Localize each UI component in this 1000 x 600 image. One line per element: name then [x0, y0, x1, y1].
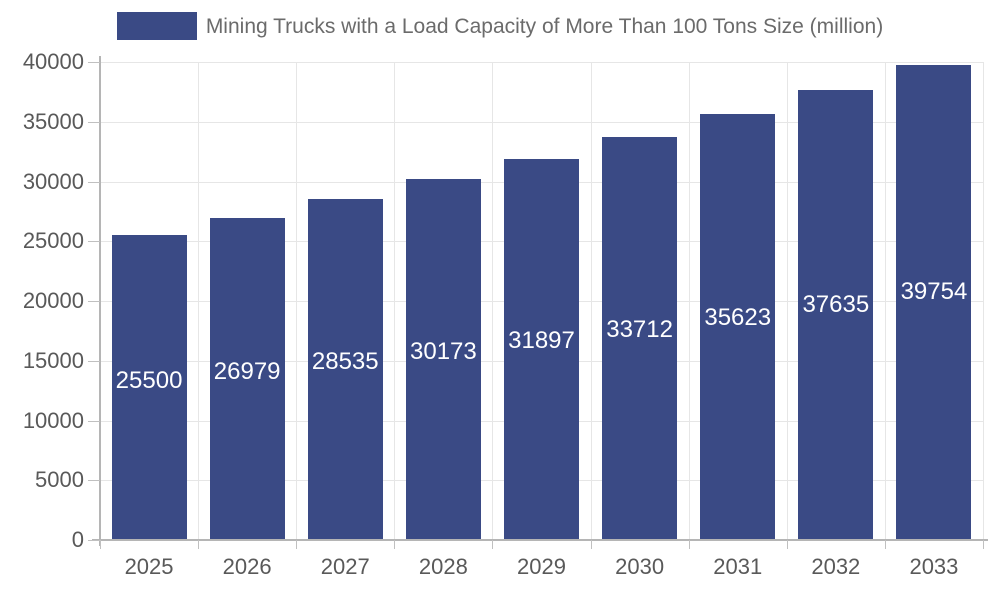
gridline-vertical: [492, 62, 493, 540]
x-axis-tick-label: 2025: [124, 554, 174, 579]
x-axis-tick: [787, 540, 788, 549]
legend-label: Mining Trucks with a Load Capacity of Mo…: [205, 14, 884, 38]
y-axis-tick-label: 35000: [22, 108, 84, 134]
gridline-horizontal: [100, 121, 983, 123]
bar[interactable]: [602, 137, 678, 540]
y-axis-tick-label: 20000: [22, 288, 84, 313]
x-axis-tick: [885, 540, 886, 549]
y-axis-tick-label: 10000: [22, 407, 84, 433]
y-axis-tick: [88, 121, 100, 123]
x-axis-tick-label: 2033: [909, 554, 959, 579]
y-axis-tick-label: 30000: [22, 168, 84, 194]
bar[interactable]: [798, 90, 874, 540]
x-axis-tick: [394, 540, 395, 549]
bar[interactable]: [307, 199, 383, 540]
bar[interactable]: [503, 158, 580, 540]
y-axis-tick: [88, 301, 100, 302]
x-axis-tick: [689, 540, 690, 549]
x-axis-tick-label: 2031: [713, 554, 763, 579]
y-axis-tick: [88, 420, 100, 422]
x-axis-tick-label: 2030: [615, 554, 665, 579]
x-axis-tick-label: 2028: [418, 554, 468, 579]
x-axis-tick: [198, 540, 199, 549]
x-axis-tick: [296, 540, 297, 549]
y-axis-tick: [88, 181, 100, 183]
gridline-vertical: [591, 62, 592, 540]
gridline-vertical: [787, 62, 788, 540]
chart-legend: Mining Trucks with a Load Capacity of Mo…: [0, 0, 1000, 52]
bar[interactable]: [700, 114, 776, 540]
gridline-vertical: [394, 62, 395, 540]
gridline-vertical: [689, 62, 690, 540]
x-axis-line: [92, 539, 988, 541]
y-axis-tick-label: 0: [71, 527, 84, 552]
bar[interactable]: [111, 235, 187, 540]
y-axis-tick: [88, 480, 100, 482]
y-axis-tick: [88, 360, 100, 362]
y-axis-tick-label: 25000: [22, 228, 84, 254]
x-axis-tick-label: 2029: [517, 554, 566, 579]
x-axis-tick-label: 2032: [811, 554, 861, 579]
y-axis-tick: [88, 540, 100, 541]
bar[interactable]: [405, 179, 481, 540]
y-axis-tick-label: 40000: [22, 49, 84, 74]
y-axis-tick: [88, 62, 100, 63]
x-axis-tick-label: 2026: [222, 554, 272, 579]
gridline-vertical: [885, 62, 886, 540]
x-axis-tick: [100, 540, 101, 549]
bar[interactable]: [209, 217, 285, 540]
y-axis-tick-label: 15000: [22, 347, 84, 373]
gridline-vertical: [198, 62, 199, 540]
bar[interactable]: [896, 64, 972, 540]
y-axis-tick-label: 5000: [35, 467, 84, 493]
gridline-vertical: [983, 62, 984, 540]
legend-color-swatch: [116, 12, 197, 40]
x-axis-tick-label: 2027: [320, 554, 370, 579]
gridline-vertical: [296, 62, 297, 540]
y-axis-line: [99, 56, 101, 546]
x-axis-tick: [492, 540, 493, 549]
gridline-horizontal: [100, 62, 983, 63]
plot-area: 25500 26979 28535 30173 31897 33712 35623 37635…: [100, 62, 984, 541]
y-axis-tick: [88, 241, 100, 243]
x-axis-tick: [983, 540, 984, 549]
x-axis-tick: [591, 540, 592, 549]
